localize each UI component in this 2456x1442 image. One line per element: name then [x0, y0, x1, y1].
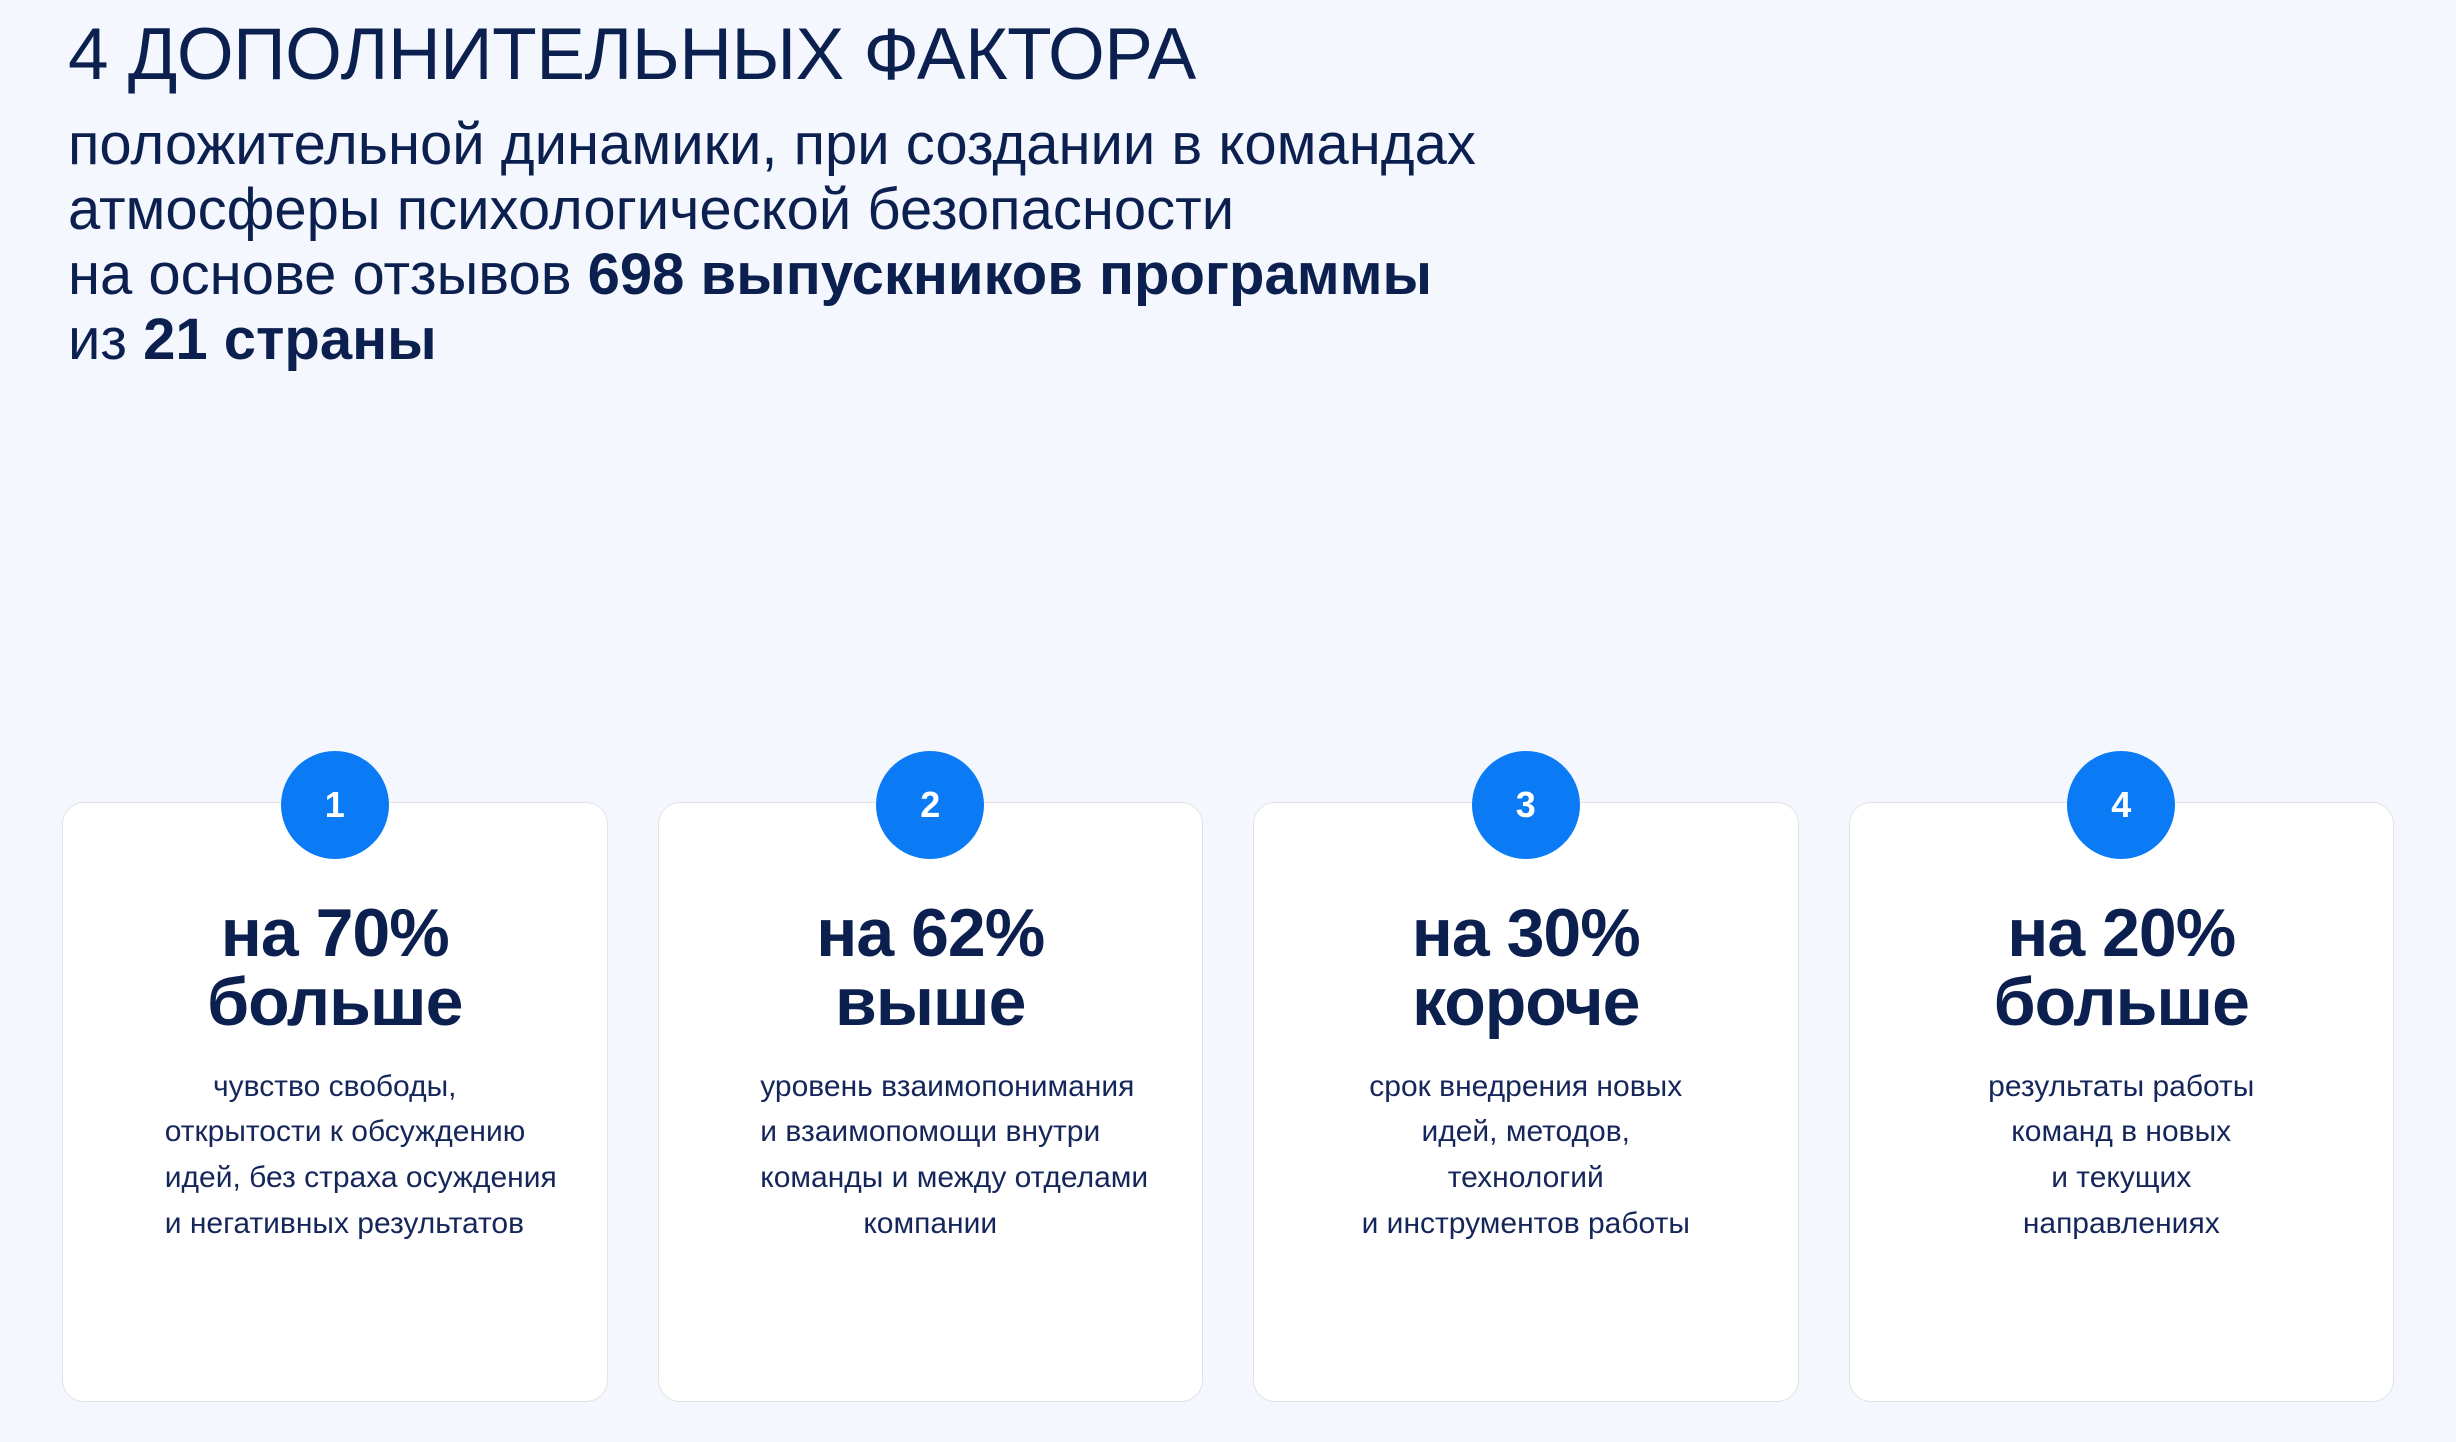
card-number-badge: 4 [2067, 751, 2176, 859]
page-title: 4 ДОПОЛНИТЕЛЬНЫХ ФАКТОРА [68, 14, 1196, 95]
card-number-badge: 2 [876, 751, 985, 859]
subtitle-line-4: из 21 страны [68, 306, 2368, 373]
card-desc-line-3: и текущих [2051, 1160, 2192, 1194]
card-stat-line-1: на 30% [1411, 895, 1641, 971]
page-subtitle: положительной динамики, при создании в к… [68, 112, 2368, 373]
card-stat: на 30% короче [1412, 898, 1641, 1041]
card-desc-line-3: идей, без страха осуждения [164, 1160, 557, 1194]
subtitle-line-2: атмосферы психологической безопасности [68, 176, 1235, 242]
card-desc-line-1: уровень взаимопонимания [760, 1069, 1135, 1103]
subtitle-line-4-prefix: из [68, 306, 144, 372]
subtitle-line-3-prefix: на основе отзывов [68, 241, 588, 307]
card-desc-line-2: идей, методов, [1421, 1115, 1631, 1149]
card-desc-line-4: компании [863, 1206, 998, 1240]
card-desc-line-4: и инструментов работы [1361, 1206, 1690, 1240]
card-description: чувство свободы, открытости к обсуждению… [164, 1064, 557, 1246]
card-desc-line-1: результаты работы [1988, 1069, 2255, 1103]
card-stat: на 20% больше [1993, 898, 2250, 1041]
factor-card: 4 на 20% больше результаты работы команд… [1848, 751, 2394, 1402]
card-stat-line-2: больше [1993, 964, 2250, 1041]
subtitle-line-3: на основе отзывов 698 выпускников програ… [68, 241, 2368, 308]
card-number-badge: 1 [280, 751, 389, 859]
card-stat: на 62% выше [816, 898, 1045, 1041]
card-desc-line-1: чувство свободы, [213, 1069, 457, 1103]
subtitle-line-1: положительной динамики, при создании в к… [68, 112, 1476, 177]
subtitle-line-3-emphasis: 698 выпускников программы [587, 241, 1433, 307]
card-desc-line-3: технологий [1447, 1160, 1604, 1194]
card-desc-line-2: открытости к обсуждению [164, 1115, 526, 1149]
card-desc-line-4: направлениях [2022, 1206, 2220, 1240]
card-stat: на 70% больше [207, 898, 463, 1041]
card-desc-line-4: и негативных результатов [164, 1206, 525, 1240]
card-stat-line-1: на 70% [220, 895, 450, 971]
card-stat-line-1: на 20% [2007, 895, 2236, 971]
card-stat-line-1: на 62% [816, 895, 1045, 971]
factor-cards-row: 1 на 70% больше чувство свободы, открыто… [62, 751, 2394, 1402]
heading-block: 4 ДОПОЛНИТЕЛЬНЫХ ФАКТОРА положительной д… [68, 18, 2368, 373]
card-desc-line-1: срок внедрения новых [1369, 1069, 1683, 1103]
card-stat-line-2: выше [835, 964, 1026, 1041]
card-stat-line-2: больше [207, 964, 463, 1041]
card-description: срок внедрения новых идей, методов, техн… [1362, 1064, 1690, 1246]
card-stat-line-2: короче [1412, 964, 1640, 1041]
card-description: результаты работы команд в новых и текущ… [1988, 1064, 2254, 1246]
card-description: уровень взаимопонимания и взаимопомощи в… [760, 1064, 1149, 1246]
factor-card: 2 на 62% выше уровень взаимопонимания и … [657, 751, 1203, 1402]
subtitle-line-4-emphasis: 21 страны [143, 306, 437, 372]
card-number-badge: 3 [1471, 751, 1580, 859]
factor-card: 3 на 30% короче срок внедрения новых иде… [1253, 751, 1799, 1402]
card-desc-line-3: команды и между отделами [760, 1160, 1149, 1194]
card-desc-line-2: и взаимопомощи внутри [760, 1115, 1101, 1149]
factor-card: 1 на 70% больше чувство свободы, открыто… [62, 751, 608, 1402]
card-desc-line-2: команд в новых [2011, 1115, 2232, 1149]
